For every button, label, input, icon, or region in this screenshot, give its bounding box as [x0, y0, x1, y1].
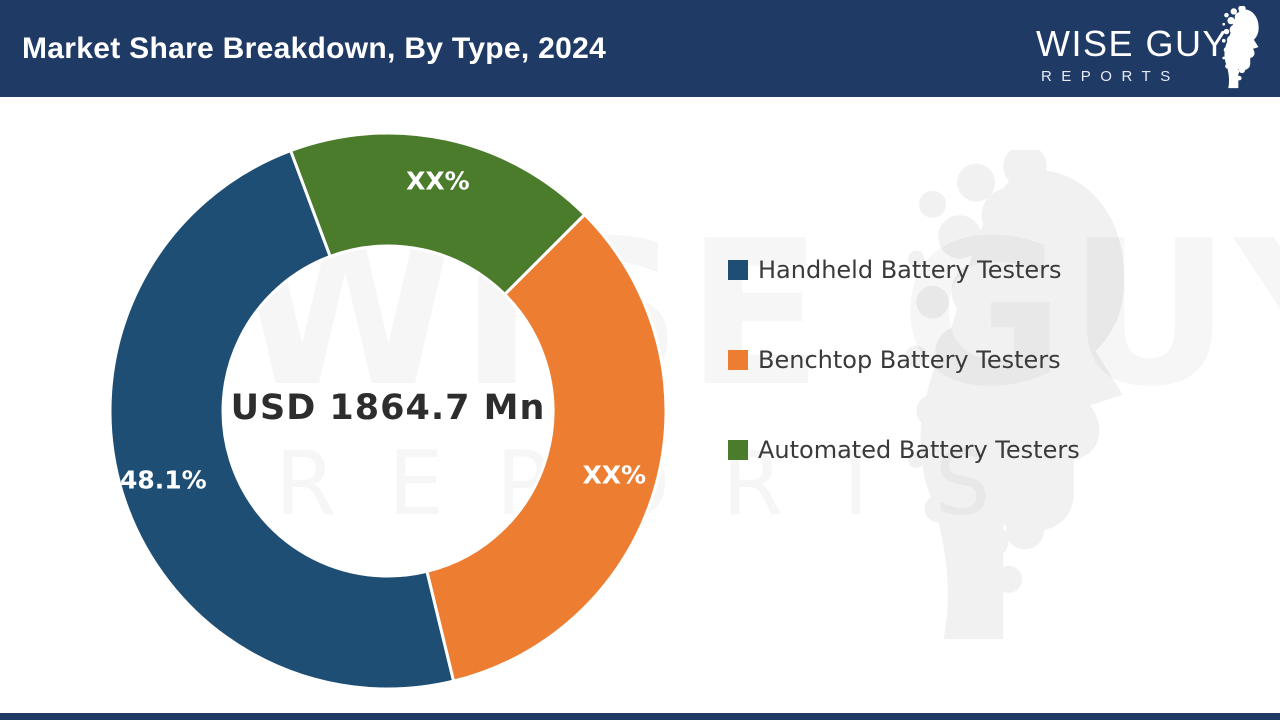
donut-center-value: USD 1864.7 Mn — [230, 388, 546, 428]
pie-slice-1 — [425, 212, 668, 683]
legend-swatch-handheld — [728, 260, 748, 280]
legend-label-benchtop: Benchtop Battery Testers — [758, 346, 1061, 374]
legend-swatch-benchtop — [728, 350, 748, 370]
legend-swatch-automated — [728, 440, 748, 460]
logo-subtext: REPORTS — [1040, 68, 1180, 85]
legend-label-handheld: Handheld Battery Testers — [758, 256, 1062, 284]
pie-slice-0 — [108, 149, 456, 691]
slice-label-benchtop: XX% — [582, 460, 647, 489]
logo-wordmark: WISE GUY — [1035, 23, 1228, 64]
legend-item-benchtop: Benchtop Battery Testers — [728, 346, 1080, 374]
chart-legend: Handheld Battery Testers Benchtop Batter… — [728, 256, 1080, 464]
header-bar: Market Share Breakdown, By Type, 2024 WI… — [0, 0, 1280, 97]
pie-slice-2 — [289, 131, 587, 296]
wise-guy-logo: WISE GUY REPORTS — [1036, 4, 1264, 90]
legend-label-automated: Automated Battery Testers — [758, 436, 1080, 464]
footer-bar — [0, 713, 1280, 720]
slice-label-handheld: 48.1% — [119, 465, 207, 495]
legend-item-handheld: Handheld Battery Testers — [728, 256, 1080, 284]
page-title: Market Share Breakdown, By Type, 2024 — [22, 31, 607, 65]
legend-item-automated: Automated Battery Testers — [728, 436, 1080, 464]
slice-label-automated: XX% — [406, 166, 470, 196]
wise-guy-face-icon — [1221, 6, 1259, 89]
